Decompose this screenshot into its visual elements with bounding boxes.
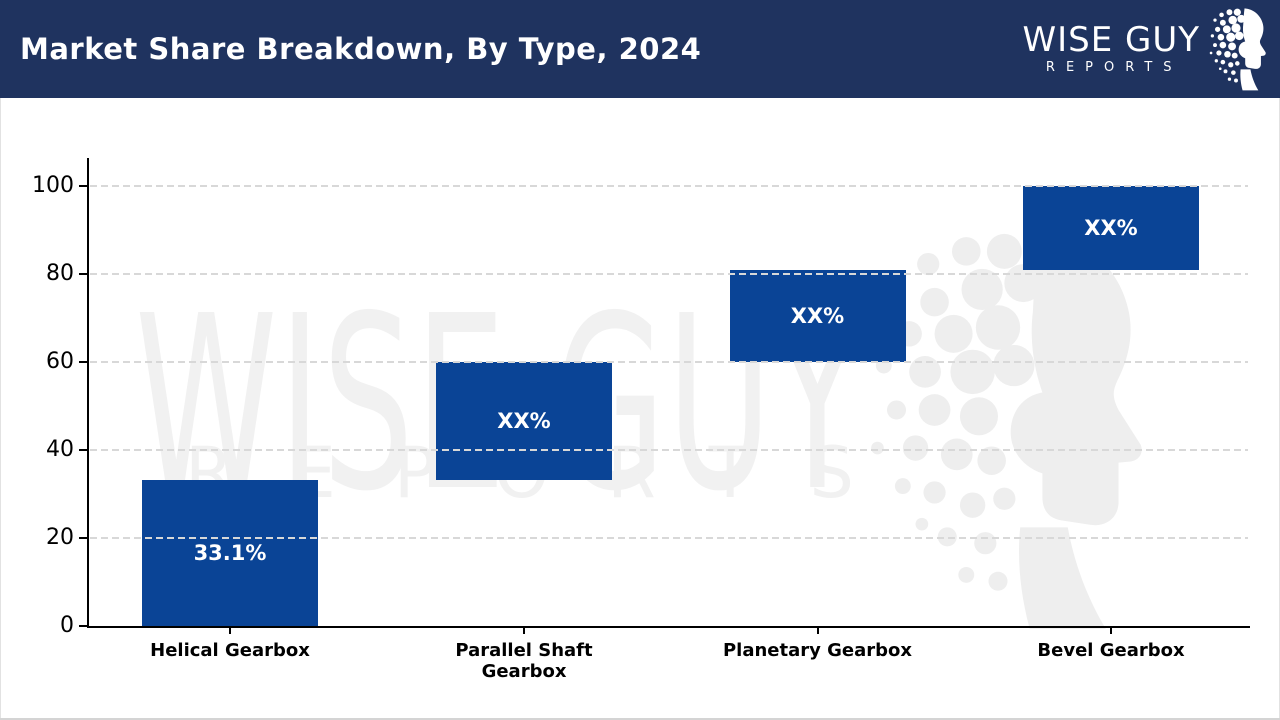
- y-tick-mark: [79, 273, 88, 275]
- y-tick-label: 80: [46, 261, 74, 286]
- brand-logo: WISE GUY REPORTS: [1022, 5, 1270, 93]
- y-gridline: [90, 537, 1248, 539]
- plot-area: 0 20 40 60 80 100 33.1% XX% XX% XX% Helical Gearbo…: [0, 98, 1280, 720]
- y-tick-mark: [79, 185, 88, 187]
- y-gridline: [90, 273, 1248, 275]
- y-tick-label: 20: [46, 525, 74, 550]
- page-bottom-border: [0, 718, 1280, 720]
- y-gridline: [90, 449, 1248, 451]
- bar-value-label: XX%: [1084, 215, 1138, 240]
- page-left-border: [0, 98, 1, 720]
- chart-area: WISE GUY REPORTS 02040608010033.1%XX%XX%…: [0, 98, 1280, 720]
- bar-value-label: XX%: [790, 303, 845, 328]
- header-bar: Market Share Breakdown, By Type, 2024 WI…: [0, 0, 1280, 98]
- x-tick-label: Helical Gearbox: [150, 640, 310, 661]
- bar-segment: XX%: [729, 269, 906, 362]
- bar-value-label: 33.1%: [193, 541, 267, 566]
- x-tick-mark: [1110, 628, 1112, 634]
- y-tick-label: 0: [60, 613, 74, 638]
- logo-head-icon: [1202, 7, 1270, 91]
- x-tick-mark: [523, 628, 525, 634]
- y-tick-label: 40: [46, 437, 74, 462]
- bar-segment: 33.1%: [142, 480, 318, 626]
- page-title: Market Share Breakdown, By Type, 2024: [20, 32, 702, 66]
- bar-value-label: XX%: [497, 409, 551, 434]
- x-tick-mark: [816, 628, 819, 634]
- y-gridline: [90, 361, 1248, 363]
- bar-segment: XX%: [436, 362, 612, 481]
- bar-segment: XX%: [1023, 186, 1199, 270]
- logo-brand-text: WISE GUY: [1022, 19, 1200, 60]
- y-tick-label: 60: [46, 349, 74, 374]
- logo-text: WISE GUY REPORTS: [1022, 19, 1200, 76]
- y-tick-label: 100: [32, 173, 74, 198]
- y-tick-mark: [79, 361, 88, 363]
- x-tick-mark: [229, 628, 231, 634]
- y-axis-line: [87, 158, 89, 628]
- x-tick-label: Planetary Gearbox: [722, 640, 913, 661]
- logo-sub-text: REPORTS: [1045, 60, 1183, 76]
- x-axis-line: [87, 626, 1250, 628]
- x-tick-label: Parallel Shaft Gearbox: [455, 640, 593, 682]
- y-tick-mark: [79, 625, 88, 627]
- y-tick-mark: [79, 537, 88, 539]
- y-gridline: [90, 185, 1248, 187]
- y-tick-mark: [79, 449, 88, 451]
- x-tick-label: Bevel Gearbox: [1037, 640, 1185, 661]
